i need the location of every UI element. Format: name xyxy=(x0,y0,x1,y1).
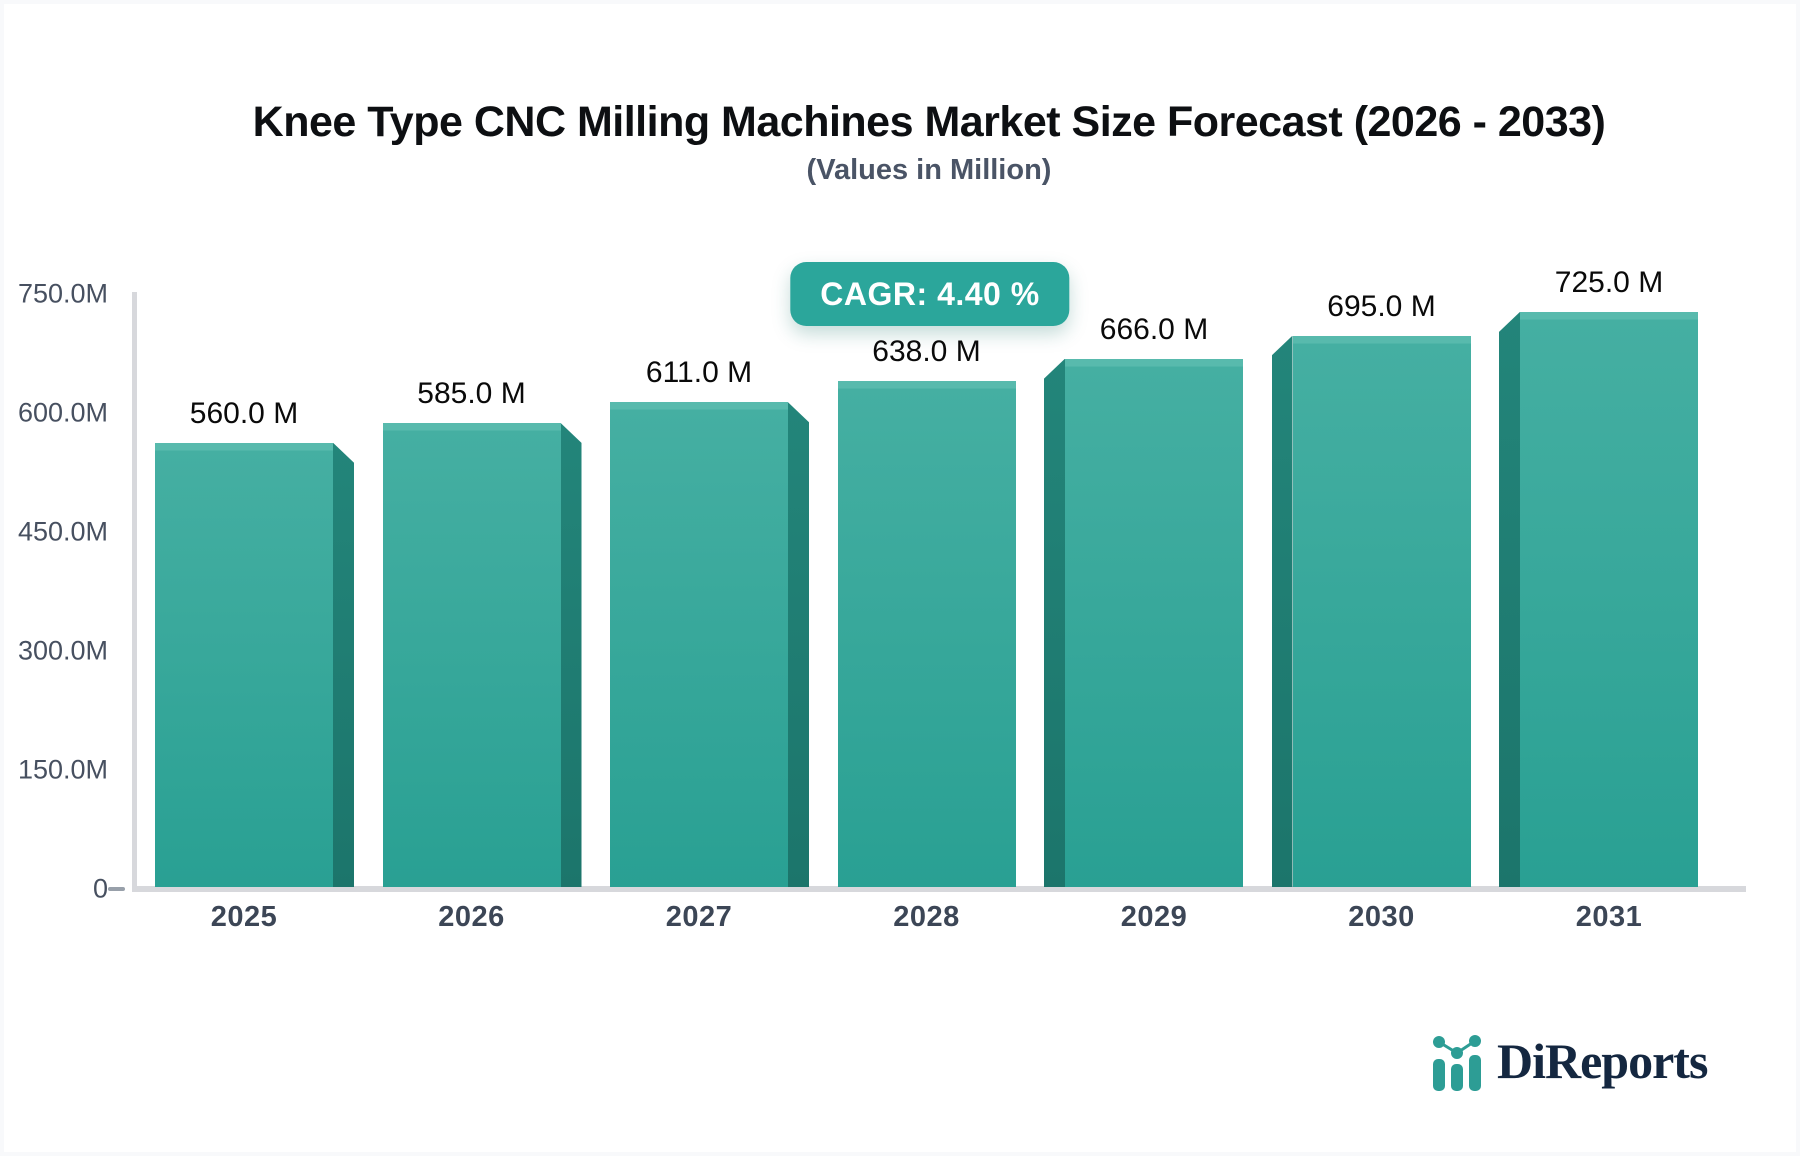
cagr-badge: CAGR: 4.40 % xyxy=(790,262,1070,326)
bar-value-label: 666.0 M xyxy=(1099,312,1209,346)
y-axis-tick-label: 300.0M xyxy=(17,635,108,666)
bar[interactable] xyxy=(382,422,561,887)
bar-value-label: 611.0 M xyxy=(645,356,753,390)
x-axis-line xyxy=(132,886,1746,892)
x-axis-label: 2027 xyxy=(665,901,733,933)
y-axis-line xyxy=(132,292,137,892)
bar-value-label: 560.0 M xyxy=(189,396,299,430)
chart-title: Knee Type CNC Milling Machines Market Si… xyxy=(252,98,1606,146)
chart-subtitle: (Values in Million) xyxy=(806,154,1052,186)
zero-tick-mark xyxy=(108,887,125,891)
x-axis-label: 2030 xyxy=(1348,901,1415,933)
bar[interactable] xyxy=(1520,311,1698,887)
bar-value-label: 695.0 M xyxy=(1327,289,1436,323)
bar[interactable] xyxy=(610,402,788,887)
bar[interactable] xyxy=(1065,358,1243,887)
bar[interactable] xyxy=(837,380,1016,887)
y-axis-tick-label: 750.0M xyxy=(17,278,108,309)
bar-3d-side xyxy=(788,402,809,887)
y-axis-tick-label: 600.0M xyxy=(17,397,108,428)
bar-3d-side xyxy=(1044,358,1065,887)
bar[interactable] xyxy=(155,442,333,887)
bar-value-label: 725.0 M xyxy=(1554,265,1664,299)
x-axis-label: 2025 xyxy=(210,901,278,933)
logo-text: DiReports xyxy=(1497,1033,1708,1089)
x-axis-label: 2026 xyxy=(438,901,505,933)
bar-value-label: 638.0 M xyxy=(872,334,981,368)
x-axis-label: 2028 xyxy=(893,901,960,933)
x-axis-label: 2029 xyxy=(1120,901,1188,933)
bar-3d-side xyxy=(1271,335,1293,887)
bar-value-label: 585.0 M xyxy=(417,376,526,410)
y-axis-tick-label: 450.0M xyxy=(17,516,108,547)
y-axis-tick-label: 0 xyxy=(92,873,108,904)
bar-chart-trend-icon xyxy=(1433,1035,1481,1091)
bar[interactable] xyxy=(1292,335,1471,887)
x-axis-label: 2031 xyxy=(1575,901,1643,933)
bar-3d-side xyxy=(560,422,582,887)
bar-3d-side xyxy=(1499,311,1520,887)
direports-logo: DiReports xyxy=(1428,1032,1708,1096)
bar-3d-side xyxy=(333,442,354,887)
y-axis-tick-label: 150.0M xyxy=(17,754,108,785)
